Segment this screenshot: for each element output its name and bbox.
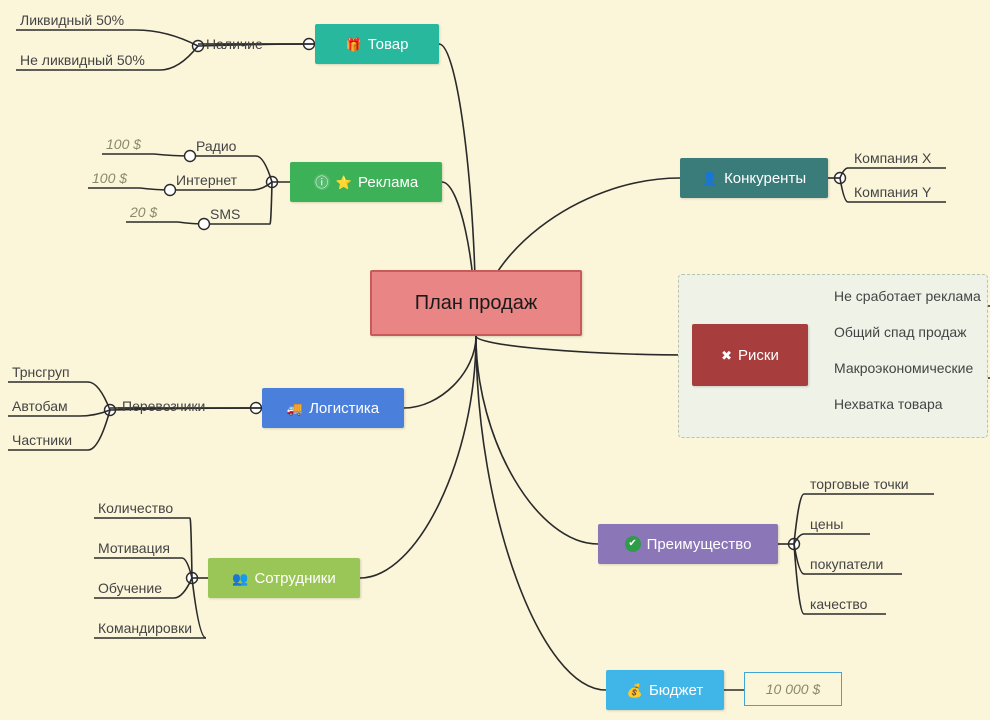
branch-tovar: 🎁Товар xyxy=(315,24,439,64)
branch-label: Реклама xyxy=(358,174,418,191)
leaf-tovar-1: Не ликвидный 50% xyxy=(20,52,145,68)
branch-riski: ✖Риски xyxy=(692,324,808,386)
leaf-konkurenty-0: Компания X xyxy=(854,150,931,166)
center-node: План продаж xyxy=(370,270,582,336)
leaf-preimush-1: цены xyxy=(810,516,843,532)
leaf-reklama-2: SMS xyxy=(210,206,240,222)
mindmap-canvas: План продаж 🎁Товар ⓘ⭐Реклама 🚚Логистика 👥Сот… xyxy=(0,0,990,720)
branch-logistika: 🚚Логистика xyxy=(262,388,404,428)
branch-reklama: ⓘ⭐Реклама xyxy=(290,162,442,202)
badge-budget: 10 000 $ xyxy=(744,672,842,706)
leaf-tovar-0: Ликвидный 50% xyxy=(20,12,124,28)
leaf-sotrudniki-1: Мотивация xyxy=(98,540,170,556)
leaf-sotrudniki-3: Командировки xyxy=(98,620,192,636)
branch-preimush: ✔Преимущество xyxy=(598,524,778,564)
leaf-badge-reklama-2: 20 $ xyxy=(130,204,157,220)
branch-label: Преимущество xyxy=(647,536,752,553)
leaf-preimush-3: качество xyxy=(810,596,867,612)
leaf-sotrudniki-0: Количество xyxy=(98,500,173,516)
branch-label: Конкуренты xyxy=(724,170,806,187)
leaf-logistika-2: Частники xyxy=(12,432,72,448)
branch-konkurenty: 👤Конкуренты xyxy=(680,158,828,198)
leaf-konkurenty-1: Компания Y xyxy=(854,184,931,200)
branch-label: Риски xyxy=(738,347,779,364)
leaf-riski-1: Общий спад продаж xyxy=(834,324,967,340)
branch-label: Бюджет xyxy=(649,682,703,699)
branch-budget: 💰Бюджет xyxy=(606,670,724,710)
leaf-riski-3: Нехватка товара xyxy=(834,396,943,412)
leaf-riski-0: Не сработает реклама xyxy=(834,288,981,304)
leaf-logistika-1: Автобам xyxy=(12,398,68,414)
leaf-reklama-1: Интернет xyxy=(176,172,237,188)
branch-label: Сотрудники xyxy=(254,570,335,587)
mid-label-tovar: Наличие xyxy=(206,36,263,52)
leaf-riski-2: Макроэкономические xyxy=(834,360,973,376)
leaf-logistika-0: Трнсгруп xyxy=(12,364,70,380)
leaf-sotrudniki-2: Обучение xyxy=(98,580,162,596)
branch-label: Логистика xyxy=(309,400,379,417)
mid-label-logistika: Перевозчики xyxy=(122,398,205,414)
leaf-badge-reklama-0: 100 $ xyxy=(106,136,141,152)
leaf-preimush-0: торговые точки xyxy=(810,476,909,492)
branch-label: Товар xyxy=(368,36,409,53)
leaf-preimush-2: покупатели xyxy=(810,556,883,572)
branch-sotrudniki: 👥Сотрудники xyxy=(208,558,360,598)
leaf-badge-reklama-1: 100 $ xyxy=(92,170,127,186)
leaf-reklama-0: Радио xyxy=(196,138,236,154)
